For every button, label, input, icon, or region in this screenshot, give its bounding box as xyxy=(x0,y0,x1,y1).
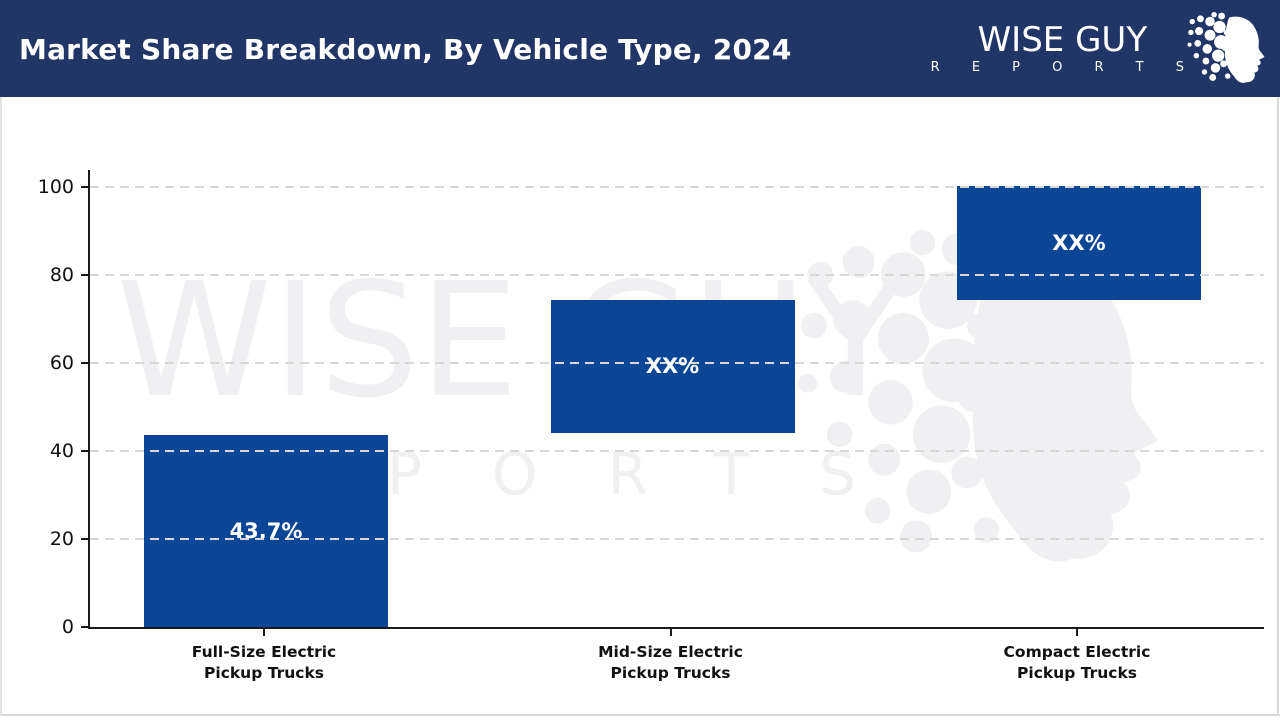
gridline xyxy=(90,362,1264,364)
gridline xyxy=(90,538,1264,540)
y-tick-label: 20 xyxy=(49,528,74,550)
y-tick-mark xyxy=(81,274,88,276)
plot-area: 43.7% XX% XX% xyxy=(88,170,1264,629)
brand-reports: R E P O R T S xyxy=(930,60,1198,75)
brand-wise-guy: WISE GUY xyxy=(977,20,1148,60)
page-title: Market Share Breakdown, By Vehicle Type,… xyxy=(19,33,792,66)
bar-value-label: 43.7% xyxy=(229,518,303,543)
header: Market Share Breakdown, By Vehicle Type,… xyxy=(0,0,1280,97)
y-tick-label: 0 xyxy=(61,616,74,638)
gridline xyxy=(90,186,1264,188)
x-tick-mark xyxy=(263,629,265,636)
bar-segment: XX% xyxy=(550,299,795,433)
x-tick-mark xyxy=(1076,629,1078,636)
y-tick-label: 40 xyxy=(49,440,74,462)
brand-text: WISE GUY R E P O R T S xyxy=(927,23,1198,75)
category-label: Compact Electric Pickup Trucks xyxy=(1003,643,1151,682)
y-tick-label: 60 xyxy=(49,352,74,374)
y-tick-mark xyxy=(81,186,88,188)
y-tick-mark xyxy=(81,626,88,628)
y-tick-mark xyxy=(81,450,88,452)
category-label: Full-Size Electric Pickup Trucks xyxy=(191,643,337,682)
x-tick-mark xyxy=(669,629,672,636)
y-tick-mark xyxy=(81,362,88,364)
x-axis: Full-Size Electric Pickup Trucks Mid-Size… xyxy=(88,629,1262,719)
bar-value-label: XX% xyxy=(1052,230,1106,255)
y-tick-label: 80 xyxy=(49,264,74,286)
gridline xyxy=(90,274,1264,276)
bar-segment: 43.7% xyxy=(144,434,388,627)
frame-right-line xyxy=(1277,97,1279,716)
bar-value-label: XX% xyxy=(645,354,700,379)
y-tick-label: 100 xyxy=(37,176,74,198)
brand-logo: WISE GUY R E P O R T S xyxy=(931,8,1266,90)
bar-segment: XX% xyxy=(957,185,1201,300)
frame-bottom-line xyxy=(0,714,1280,716)
category-label: Mid-Size Electric Pickup Trucks xyxy=(598,643,743,682)
gridline xyxy=(90,450,1264,452)
frame-left-line xyxy=(0,97,2,716)
y-tick-mark xyxy=(81,538,88,540)
y-axis: 0 20 40 60 80 100 xyxy=(0,170,88,638)
